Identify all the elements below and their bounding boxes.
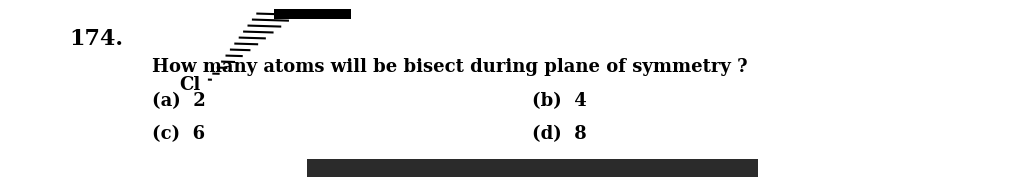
Text: 174.: 174. bbox=[70, 28, 124, 50]
Text: (c)  6: (c) 6 bbox=[152, 125, 205, 144]
Text: (b)  4: (b) 4 bbox=[532, 92, 587, 110]
Bar bbox=[307, 159, 758, 177]
Text: Cl: Cl bbox=[179, 76, 201, 94]
Text: (a)  2: (a) 2 bbox=[152, 92, 205, 110]
FancyBboxPatch shape bbox=[274, 9, 351, 19]
Text: (d)  8: (d) 8 bbox=[532, 125, 587, 144]
Text: How many atoms will be bisect during plane of symmetry ?: How many atoms will be bisect during pla… bbox=[152, 58, 748, 76]
